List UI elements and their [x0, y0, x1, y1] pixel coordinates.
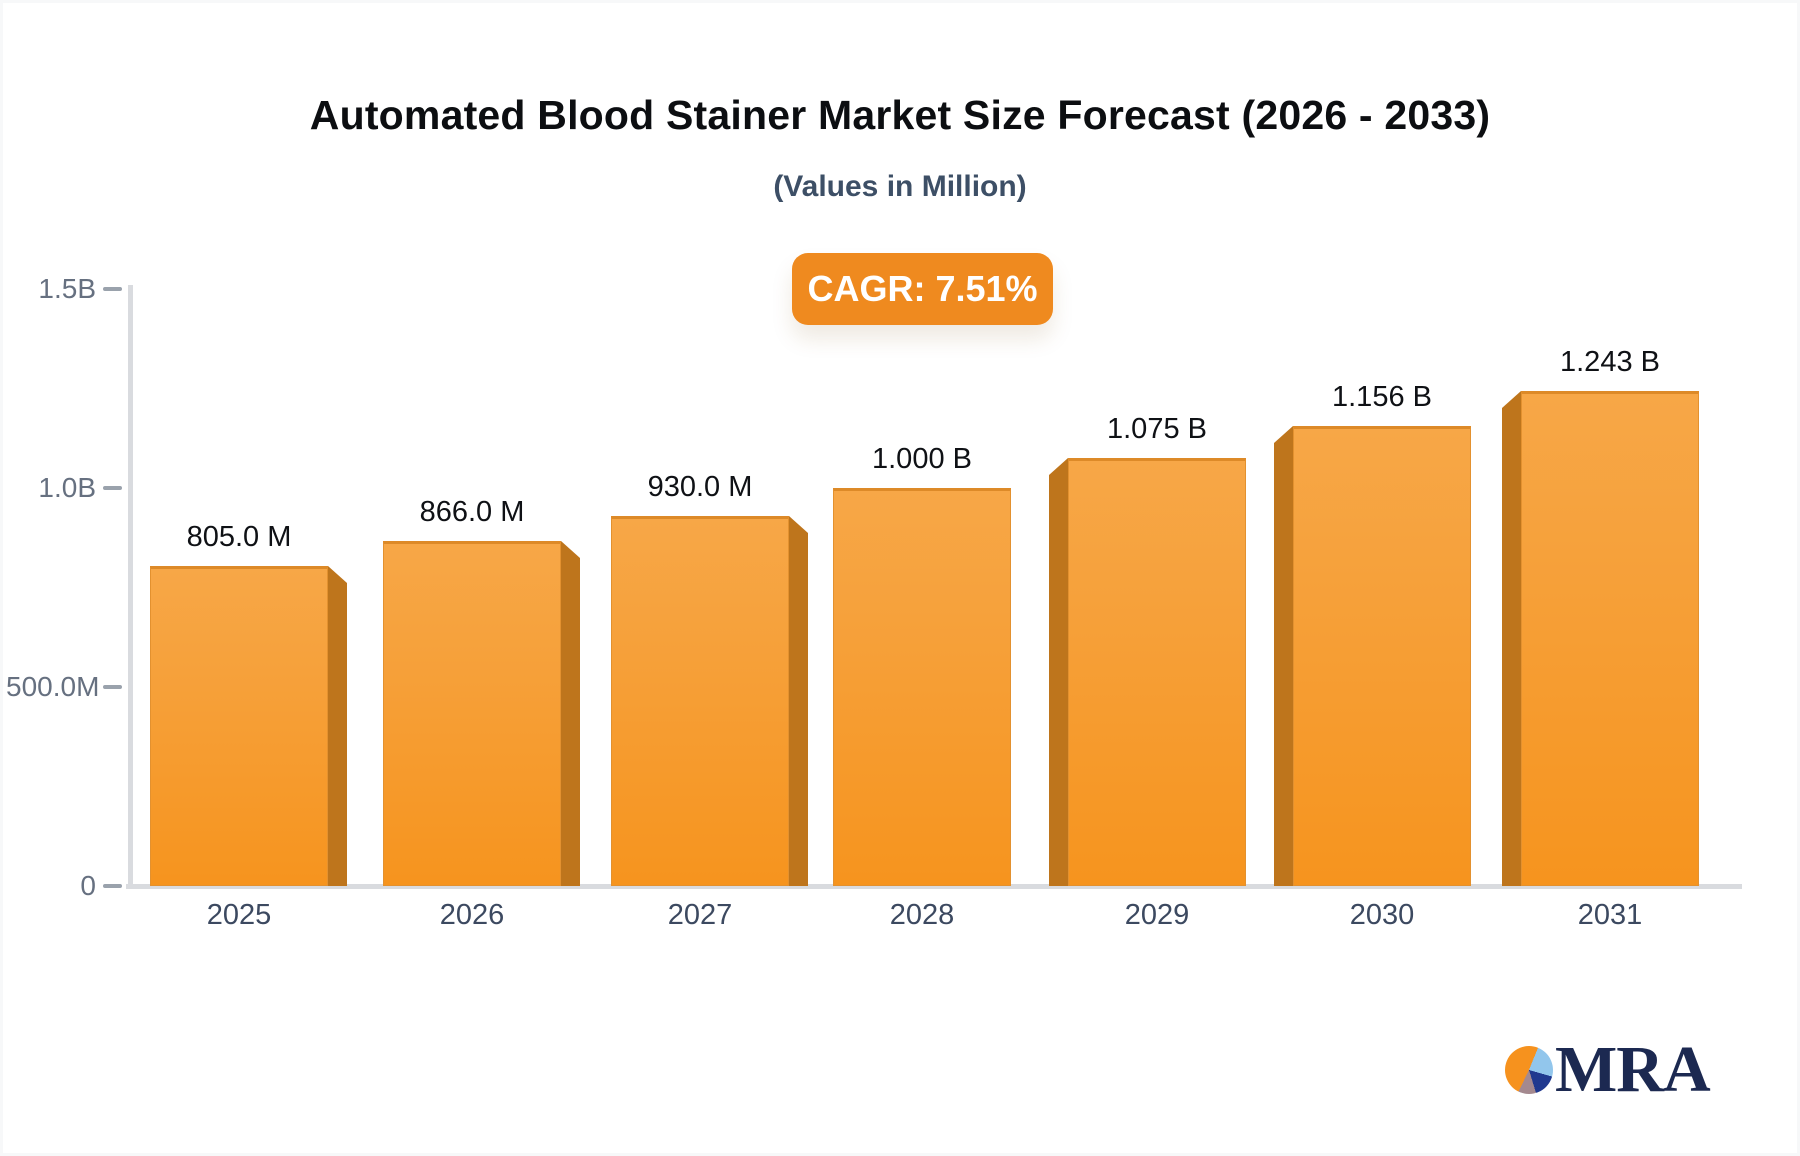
bar-3d-side	[1049, 458, 1068, 886]
chart-subtitle: (Values in Million)	[773, 170, 1027, 203]
bar	[150, 566, 328, 886]
cagr-badge: CAGR: 7.51%	[792, 253, 1053, 325]
bar	[383, 541, 561, 886]
chart-title: Automated Blood Stainer Market Size Fore…	[309, 92, 1491, 138]
y-axis-tick-mark	[103, 884, 122, 888]
x-axis-label: 2030	[1349, 899, 1415, 931]
x-axis-label: 2028	[889, 899, 955, 931]
bar-value-label: 1.000 B	[872, 443, 972, 475]
y-axis-tick-mark	[103, 486, 122, 490]
x-axis-label: 2026	[439, 899, 505, 931]
bar	[833, 488, 1011, 886]
bar-3d-side	[561, 541, 580, 886]
bar-value-label: 1.243 B	[1560, 346, 1660, 378]
y-axis-tick-label: 1.5B	[38, 273, 96, 304]
bar-value-label: 1.156 B	[1332, 381, 1432, 413]
bar-3d-side	[328, 566, 347, 886]
x-axis-label: 2029	[1124, 899, 1190, 931]
x-axis-label: 2027	[667, 899, 733, 931]
y-axis-tick-label: 1.0B	[38, 472, 96, 503]
bar	[1068, 458, 1246, 886]
bar-value-label: 1.075 B	[1107, 413, 1207, 445]
bar-value-label: 930.0 M	[647, 471, 753, 503]
y-axis-tick-label: 0	[80, 870, 96, 901]
logo-text: MRA	[1555, 1033, 1711, 1106]
bar	[1521, 391, 1699, 886]
bar	[1293, 426, 1471, 886]
y-axis-tick-mark	[103, 287, 122, 291]
x-axis-label: 2025	[206, 899, 272, 931]
bar-value-label: 805.0 M	[186, 521, 292, 553]
bar-3d-side	[1502, 391, 1521, 886]
bar	[611, 516, 789, 886]
y-axis-tick-mark	[103, 685, 122, 689]
x-axis-baseline	[126, 884, 1742, 889]
bar-value-label: 866.0 M	[419, 496, 525, 528]
bar-3d-side	[1274, 426, 1293, 886]
pie-chart-logo-icon	[1505, 1046, 1553, 1094]
mra-logo: MRA	[1505, 1033, 1711, 1106]
y-axis-line	[128, 285, 133, 889]
y-axis-tick-label: 500.0M	[6, 671, 100, 702]
x-axis-label: 2031	[1577, 899, 1643, 931]
bar-3d-side	[789, 516, 808, 886]
